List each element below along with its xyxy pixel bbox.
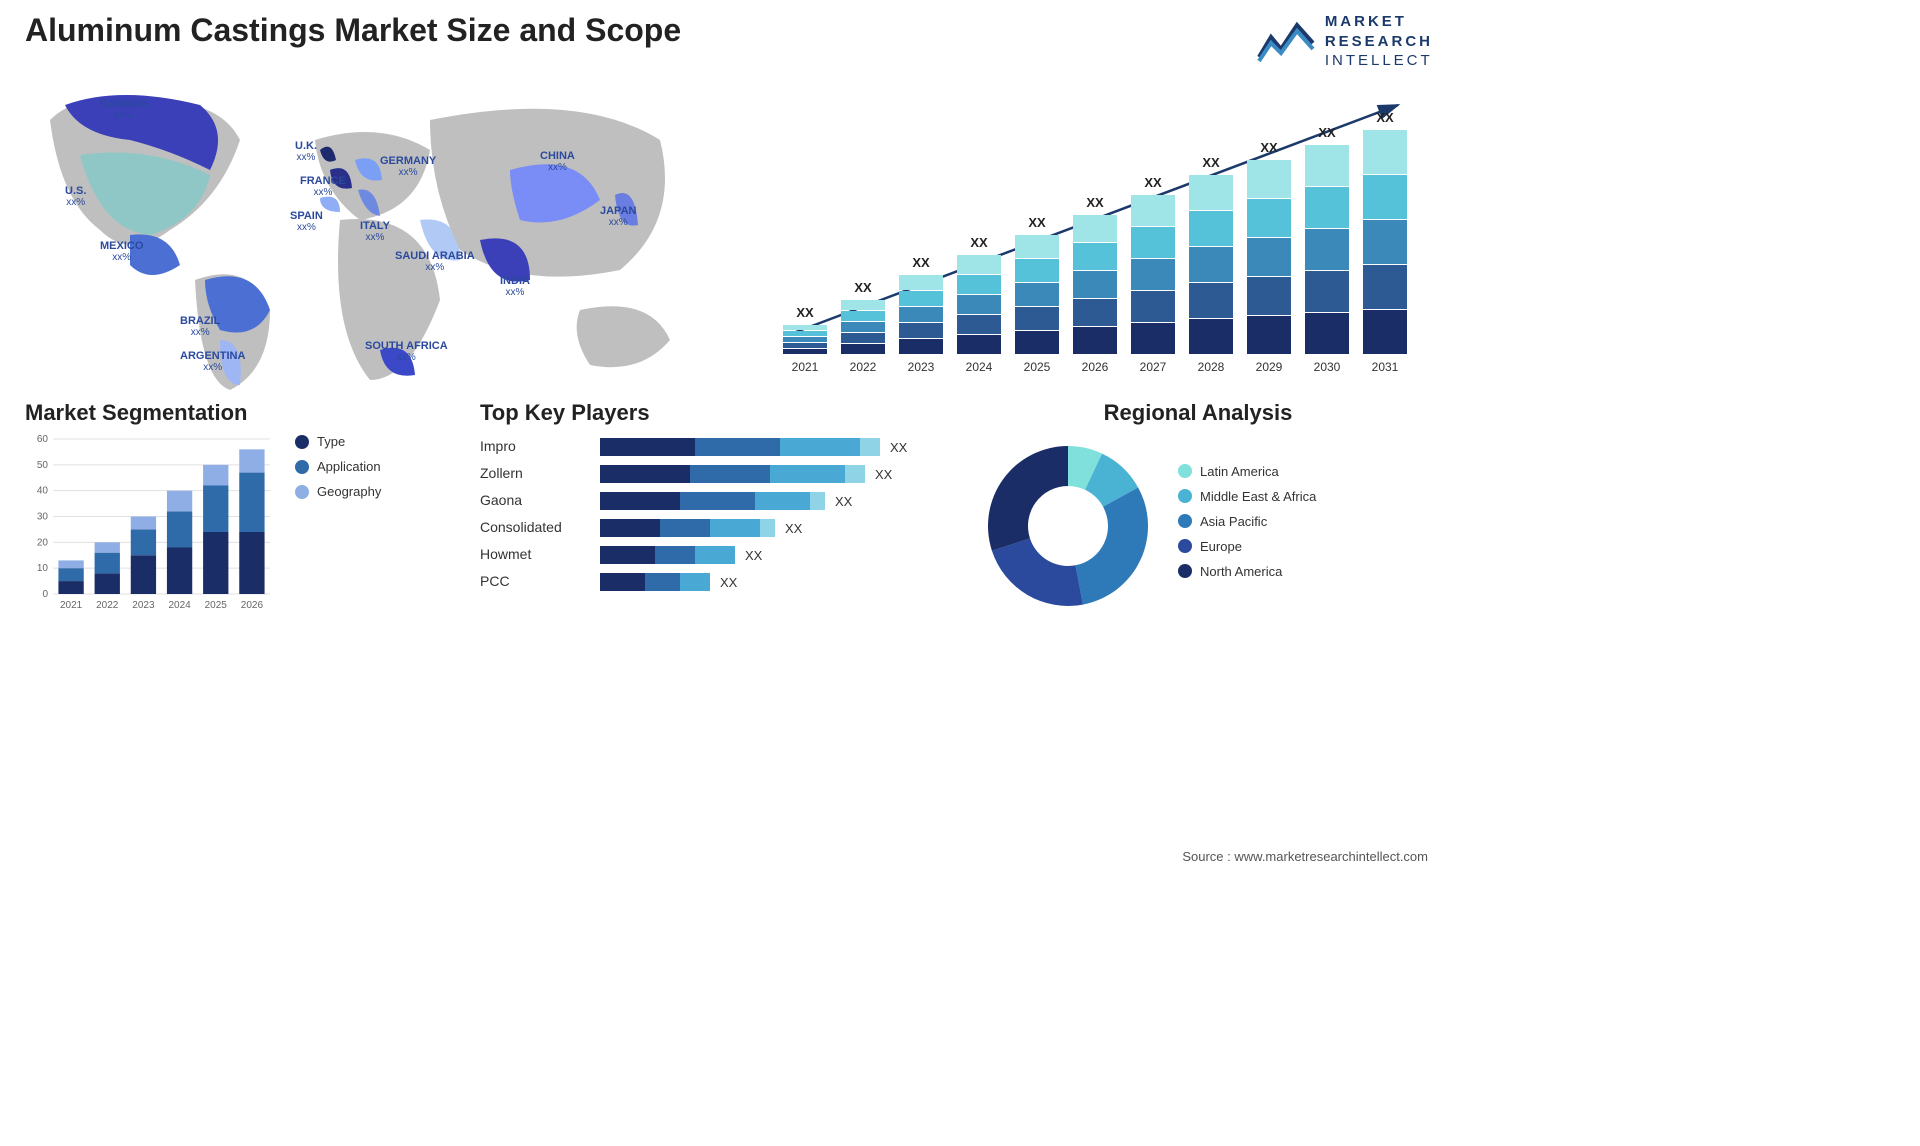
map-label: INDIAxx% [500, 275, 530, 298]
player-name: Gaona [480, 492, 590, 519]
svg-text:50: 50 [37, 460, 49, 471]
player-row: XX [600, 465, 907, 483]
svg-text:2026: 2026 [1082, 360, 1109, 374]
legend-item: Middle East & Africa [1178, 489, 1316, 504]
svg-text:2028: 2028 [1198, 360, 1225, 374]
map-label: U.S.xx% [65, 185, 86, 208]
source-text: Source : www.marketresearchintellect.com [1182, 849, 1428, 864]
legend-item: North America [1178, 564, 1316, 579]
svg-text:2023: 2023 [908, 360, 935, 374]
svg-text:2021: 2021 [60, 600, 83, 611]
svg-text:60: 60 [37, 434, 49, 445]
legend-item: Type [295, 434, 381, 449]
map-label: CHINAxx% [540, 150, 575, 173]
player-name: PCC [480, 573, 590, 600]
logo-l2: RESEARCH [1325, 32, 1433, 52]
svg-text:2023: 2023 [132, 600, 155, 611]
players-panel: Top Key Players ImproZollernGaonaConsoli… [480, 400, 940, 620]
segmentation-panel: Market Segmentation 0 10 20 30 40 50 60 2021 202… [25, 400, 445, 620]
map-label: MEXICOxx% [100, 240, 143, 263]
map-label: GERMANYxx% [380, 155, 436, 178]
player-name: Consolidated [480, 519, 590, 546]
player-row: XX [600, 492, 907, 510]
map-label: SOUTH AFRICAxx% [365, 340, 448, 363]
map-label: SAUDI ARABIAxx% [395, 250, 475, 273]
map-label: U.K.xx% [295, 140, 317, 163]
logo-icon [1257, 19, 1317, 63]
svg-text:40: 40 [37, 486, 49, 497]
svg-text:XX: XX [854, 280, 872, 295]
legend-item: Application [295, 459, 381, 474]
map-label: FRANCExx% [300, 175, 346, 198]
legend-item: Europe [1178, 539, 1316, 554]
player-name: Impro [480, 438, 590, 465]
logo-l1: MARKET [1325, 12, 1433, 32]
svg-text:XX: XX [796, 305, 814, 320]
svg-text:2029: 2029 [1256, 360, 1283, 374]
svg-text:XX: XX [1260, 140, 1278, 155]
legend-item: Latin America [1178, 464, 1316, 479]
world-map: CANADAxx% U.S.xx% MEXICOxx% BRAZILxx% ARGENT… [20, 80, 720, 390]
svg-text:XX: XX [1318, 125, 1336, 140]
svg-text:20: 20 [37, 537, 49, 548]
regional-panel: Regional Analysis Latin America Middle Ea… [978, 400, 1418, 620]
svg-text:2021: 2021 [792, 360, 819, 374]
map-label: CANADAxx% [100, 98, 148, 121]
player-name: Zollern [480, 465, 590, 492]
map-label: SPAINxx% [290, 210, 323, 233]
svg-text:0: 0 [42, 589, 48, 600]
players-title: Top Key Players [480, 400, 940, 426]
map-label: BRAZILxx% [180, 315, 220, 338]
svg-text:2022: 2022 [96, 600, 119, 611]
legend-item: Geography [295, 484, 381, 499]
regional-donut [978, 436, 1158, 616]
page-title: Aluminum Castings Market Size and Scope [25, 12, 681, 49]
brand-logo: MARKET RESEARCH INTELLECT [1257, 12, 1433, 71]
svg-text:2027: 2027 [1140, 360, 1167, 374]
player-row: XX [600, 546, 907, 564]
svg-text:2024: 2024 [966, 360, 993, 374]
svg-text:XX: XX [1028, 215, 1046, 230]
svg-text:10: 10 [37, 563, 49, 574]
svg-text:XX: XX [970, 235, 988, 250]
regional-title: Regional Analysis [978, 400, 1418, 426]
logo-l3: INTELLECT [1325, 51, 1433, 71]
svg-text:2022: 2022 [850, 360, 877, 374]
player-name: Howmet [480, 546, 590, 573]
svg-text:2026: 2026 [241, 600, 264, 611]
svg-text:XX: XX [1144, 175, 1162, 190]
segmentation-legend: Type Application Geography [295, 434, 381, 614]
svg-text:XX: XX [1376, 110, 1394, 125]
map-label: ITALYxx% [360, 220, 390, 243]
legend-item: Asia Pacific [1178, 514, 1316, 529]
svg-text:2030: 2030 [1314, 360, 1341, 374]
segmentation-title: Market Segmentation [25, 400, 445, 426]
map-label: ARGENTINAxx% [180, 350, 245, 373]
player-row: XX [600, 573, 907, 591]
player-row: XX [600, 519, 907, 537]
svg-text:XX: XX [1086, 195, 1104, 210]
map-label: JAPANxx% [600, 205, 636, 228]
player-row: XX [600, 438, 907, 456]
svg-text:2024: 2024 [168, 600, 191, 611]
segmentation-chart: 0 10 20 30 40 50 60 2021 2022 2023 2024 2025 2026 [25, 434, 275, 614]
svg-text:2031: 2031 [1372, 360, 1399, 374]
svg-text:XX: XX [1202, 155, 1220, 170]
regional-legend: Latin America Middle East & Africa Asia Pa… [1178, 464, 1316, 589]
growth-chart: 2021 XX 2022 XX 2023 XX 2024 XX 2025 XX 2026 XX 2027… [768, 90, 1418, 380]
svg-text:30: 30 [37, 512, 49, 523]
svg-text:2025: 2025 [205, 600, 228, 611]
svg-text:XX: XX [912, 255, 930, 270]
svg-text:2025: 2025 [1024, 360, 1051, 374]
